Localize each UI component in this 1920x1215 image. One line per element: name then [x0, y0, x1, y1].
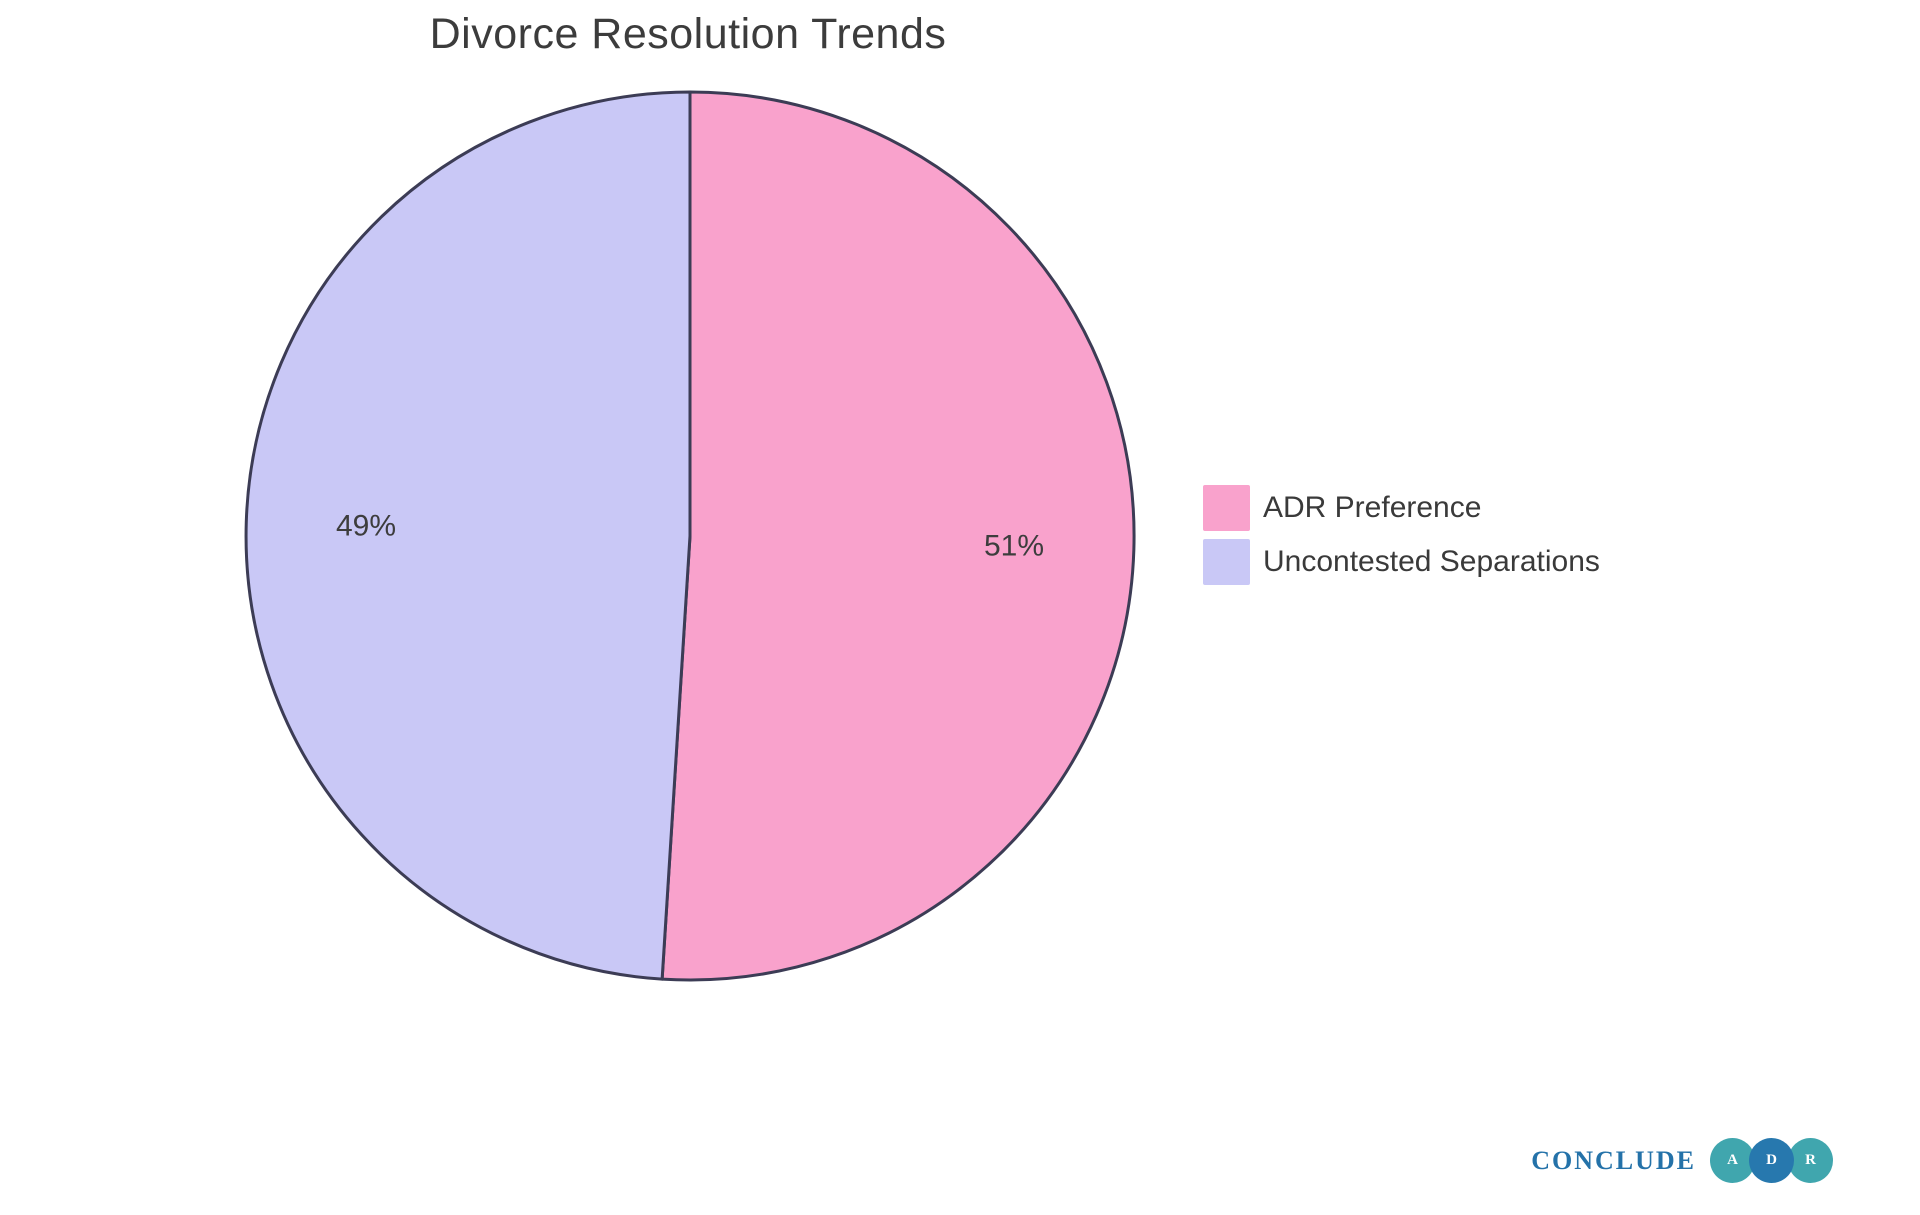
legend-label: ADR Preference: [1263, 491, 1482, 524]
chart-title: Divorce Resolution Trends: [429, 10, 947, 58]
pie-slice-uncontested-separations[interactable]: [244, 90, 692, 981]
badge-letter: A: [1727, 1152, 1738, 1168]
legend-swatch-pink-icon: [1203, 485, 1250, 531]
legend-item-uncontested-separations[interactable]: Uncontested Separations: [1203, 539, 1600, 585]
brand-wordmark: CONCLUDE: [1531, 1145, 1696, 1175]
badge-letter: R: [1805, 1152, 1816, 1168]
pie-percent-label: 49%: [336, 509, 396, 542]
conclude-adr-logo: CONCLUDE A D R: [1531, 1138, 1833, 1183]
pie-slice-adr-preference[interactable]: [660, 90, 1136, 982]
brand-badge-r-icon: R: [1788, 1138, 1833, 1183]
legend-label: Uncontested Separations: [1263, 545, 1600, 578]
legend-item-adr-preference[interactable]: ADR Preference: [1203, 485, 1600, 531]
brand-badge-d-icon: D: [1749, 1138, 1794, 1183]
chart-legend: ADR Preference Uncontested Separations: [1203, 485, 1600, 585]
pie-percent-label: 51%: [984, 530, 1044, 563]
brand-badge-a-icon: A: [1710, 1138, 1755, 1183]
badge-letter: D: [1766, 1152, 1777, 1168]
legend-swatch-lavender-icon: [1203, 539, 1250, 585]
